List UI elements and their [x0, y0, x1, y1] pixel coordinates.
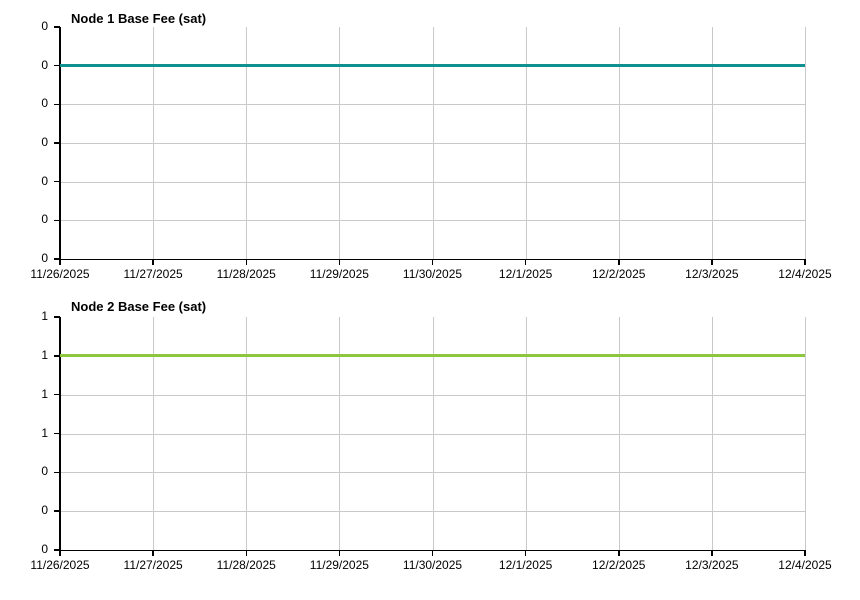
- x-axis-label: 11/28/2025: [216, 558, 276, 572]
- x-axis-tick: [804, 550, 806, 556]
- y-axis-label: 0: [41, 173, 48, 188]
- y-axis-label: 0: [41, 19, 48, 33]
- x-axis-label: 11/30/2025: [402, 558, 463, 572]
- y-axis-tick: [54, 316, 60, 318]
- gridline-vertical: [432, 27, 434, 259]
- y-axis-label: 0: [41, 212, 48, 227]
- chart-title-node-2: Node 2 Base Fee (sat): [71, 299, 207, 314]
- gridline-vertical: [153, 27, 155, 259]
- gridline-vertical: [432, 317, 434, 550]
- x-axis-tick: [245, 550, 247, 556]
- gridline-vertical: [711, 27, 713, 259]
- x-axis-tick: [431, 550, 434, 556]
- y-axis-label: 0: [41, 135, 48, 149]
- gridline-vertical: [618, 317, 620, 550]
- x-axis-label: 12/3/2025: [685, 267, 739, 281]
- y-axis-tick: [54, 64, 60, 67]
- y-axis-tick: [54, 432, 60, 435]
- gridline-vertical: [339, 27, 341, 259]
- y-axis-label: 0: [41, 503, 48, 518]
- x-axis-label: 11/28/2025: [216, 267, 276, 281]
- x-axis-tick: [618, 259, 620, 265]
- y-axis-label: 0: [41, 464, 48, 479]
- x-axis-label: 12/3/2025: [685, 558, 739, 572]
- chart-panel-node-2: Node 2 Base Fee (sat) 1 1 1 1 0 0 0 11/26/2025…: [0, 295, 860, 600]
- plot-area-node-2: [60, 317, 806, 550]
- x-axis-tick: [245, 259, 247, 265]
- y-axis-tick: [54, 471, 60, 474]
- x-axis-tick: [804, 259, 806, 265]
- x-axis-label: 11/30/2025: [402, 267, 463, 281]
- x-axis-tick: [338, 550, 341, 556]
- gridline-vertical: [805, 27, 806, 259]
- y-axis-tick: [54, 510, 60, 512]
- gridline-vertical: [153, 317, 155, 550]
- x-axis-tick: [711, 259, 713, 265]
- x-axis-label: 11/29/2025: [309, 267, 369, 281]
- x-axis-label: 12/1/2025: [498, 267, 553, 281]
- x-axis-label: 11/26/2025: [30, 267, 90, 281]
- y-axis-tick: [54, 219, 60, 222]
- x-axis-tick: [338, 259, 341, 265]
- x-axis-tick: [618, 550, 620, 556]
- y-axis-tick: [54, 549, 60, 551]
- x-axis-tick: [59, 550, 61, 556]
- gridline-vertical: [525, 317, 527, 550]
- y-axis-label: 0: [41, 542, 48, 556]
- gridline-vertical: [711, 317, 713, 550]
- y-axis-tick: [54, 355, 60, 357]
- x-axis-label: 12/2/2025: [592, 267, 646, 281]
- y-axis-label: 0: [41, 96, 48, 111]
- x-axis-label: 12/4/2025: [778, 267, 832, 281]
- y-axis-label: 1: [41, 425, 48, 440]
- x-axis-label: 12/2/2025: [592, 558, 646, 572]
- y-axis-label: 1: [41, 347, 48, 362]
- y-axis-tick: [54, 180, 60, 183]
- chart-panel-node-1: Node 1 Base Fee (sat) 0 0 0 0 0 0 0 11/26/2025…: [0, 0, 860, 295]
- gridline-vertical: [246, 27, 248, 259]
- x-axis-tick: [524, 550, 527, 556]
- x-axis-label: 11/26/2025: [30, 558, 90, 572]
- y-axis-label: 0: [41, 57, 48, 72]
- chart-title-node-1: Node 1 Base Fee (sat): [71, 11, 207, 26]
- x-axis-tick: [59, 259, 61, 265]
- y-axis-tick: [54, 258, 60, 260]
- x-axis-tick: [711, 550, 713, 556]
- y-axis-label: 1: [41, 386, 48, 401]
- x-axis-label: 12/1/2025: [498, 558, 553, 572]
- gridline-vertical: [246, 317, 248, 550]
- x-axis-label: 11/27/2025: [123, 558, 183, 572]
- gridline-vertical: [525, 27, 527, 259]
- series-line: [60, 64, 805, 68]
- x-axis-tick: [431, 259, 434, 265]
- y-axis-tick: [54, 103, 60, 106]
- series-line: [60, 354, 805, 358]
- plot-area-node-1: [60, 27, 806, 259]
- x-axis-label: 11/29/2025: [309, 558, 369, 572]
- x-axis-tick: [524, 259, 527, 265]
- gridline-vertical: [805, 317, 806, 550]
- x-axis-label: 11/27/2025: [123, 267, 183, 281]
- gridline-vertical: [618, 27, 620, 259]
- y-axis-tick: [54, 142, 60, 144]
- y-axis-tick: [54, 393, 60, 396]
- x-axis-tick: [152, 550, 154, 556]
- y-axis-label: 0: [41, 251, 48, 265]
- x-axis-tick: [152, 259, 154, 265]
- y-axis-label: 1: [41, 309, 48, 323]
- gridline-vertical: [339, 317, 341, 550]
- y-axis-tick: [54, 26, 60, 28]
- x-axis-label: 12/4/2025: [778, 558, 832, 572]
